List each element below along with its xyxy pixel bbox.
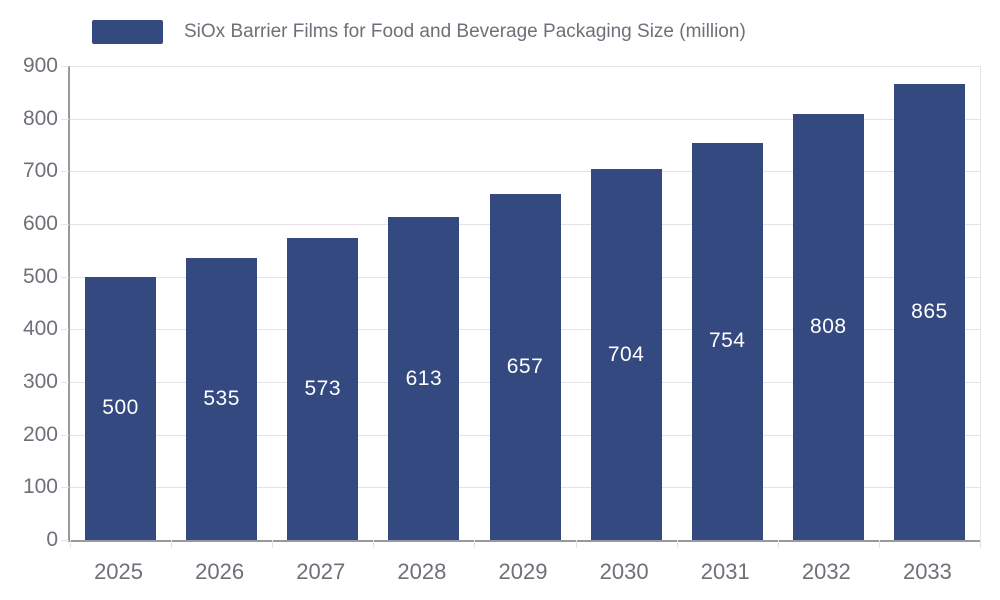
y-axis-tick <box>61 487 69 489</box>
bar-2028[interactable]: 613 <box>388 217 460 540</box>
x-axis-tick <box>272 540 274 548</box>
legend-swatch-icon <box>92 20 163 44</box>
y-tick-label-200: 200 <box>22 422 58 446</box>
bar-value-label-2026: 535 <box>203 387 240 411</box>
x-tick-label-2029: 2029 <box>498 559 548 584</box>
y-tick-label-400: 400 <box>22 317 58 341</box>
y-axis-tick <box>61 329 69 331</box>
bar-value-label-2032: 808 <box>810 315 847 339</box>
bar-2032[interactable]: 808 <box>792 114 864 540</box>
bar-2029[interactable]: 657 <box>489 193 561 540</box>
bar-2025[interactable]: 500 <box>85 276 157 540</box>
y-tick-label-0: 0 <box>46 528 58 551</box>
x-tick-label-2032: 2032 <box>801 559 851 584</box>
x-axis-tick <box>777 540 779 548</box>
y-axis-tick <box>61 66 69 67</box>
bar-2027[interactable]: 573 <box>287 238 359 540</box>
bar-value-label-2028: 613 <box>405 366 443 390</box>
x-axis-tick <box>980 540 981 548</box>
x-axis-tick <box>575 540 577 548</box>
x-axis-tick <box>171 540 173 548</box>
y-axis-labels: 0 100 200 300 400 500 600 700 800 900 <box>0 54 58 551</box>
bar-value-label-2030: 704 <box>607 342 645 366</box>
plot-right-border <box>980 66 981 540</box>
y-tick-label-600: 600 <box>22 212 58 235</box>
bar-2033[interactable]: 865 <box>893 84 965 540</box>
y-axis-tick <box>61 382 69 383</box>
x-tick-label-2033: 2033 <box>902 559 952 584</box>
x-axis-tick <box>676 540 678 548</box>
bar-value-label-2025: 500 <box>102 396 139 420</box>
x-tick-label-2031: 2031 <box>700 559 750 584</box>
y-axis-tick <box>61 276 69 278</box>
y-axis-tick <box>61 118 69 120</box>
x-tick-label-2026: 2026 <box>195 559 245 584</box>
bar-value-label-2027: 573 <box>304 377 342 401</box>
y-tick-label-700: 700 <box>22 159 58 183</box>
y-axis-tick <box>61 171 69 173</box>
x-axis-tick <box>373 540 375 548</box>
legend-item[interactable]: SiOx Barrier Films for Food and Beverage… <box>92 20 746 44</box>
x-tick-label-2030: 2030 <box>599 559 649 584</box>
x-axis-tick <box>70 540 71 548</box>
gridline-800 <box>70 118 980 120</box>
y-axis-tick <box>61 540 69 541</box>
bar-value-label-2033: 865 <box>911 300 948 324</box>
x-axis-tick <box>474 540 476 548</box>
legend-label: SiOx Barrier Films for Food and Beverage… <box>184 21 746 42</box>
x-tick-label-2025: 2025 <box>94 559 144 584</box>
x-tick-label-2027: 2027 <box>296 559 346 584</box>
bar-value-label-2031: 754 <box>708 329 746 353</box>
y-axis-tick <box>61 224 69 225</box>
gridline-700 <box>70 171 980 173</box>
x-axis-tick <box>878 540 880 548</box>
gridline-900 <box>70 66 980 67</box>
x-tick-label-2028: 2028 <box>397 559 447 584</box>
y-tick-label-800: 800 <box>22 106 58 130</box>
y-tick-label-300: 300 <box>22 370 58 393</box>
y-tick-label-900: 900 <box>22 54 58 77</box>
bar-2031[interactable]: 754 <box>691 142 763 540</box>
bar-value-label-2029: 657 <box>506 354 544 378</box>
y-axis-tick <box>61 434 69 436</box>
bar-2026[interactable]: 535 <box>186 258 258 540</box>
x-axis-labels: 2025 2026 2027 2028 2029 2030 2031 2032 2033 <box>68 540 978 590</box>
plot-area: 500 535 573 613 657 704 754 808 865 <box>61 66 981 548</box>
y-tick-label-500: 500 <box>22 264 58 288</box>
y-tick-label-100: 100 <box>22 475 58 499</box>
bar-2030[interactable]: 704 <box>590 169 662 540</box>
